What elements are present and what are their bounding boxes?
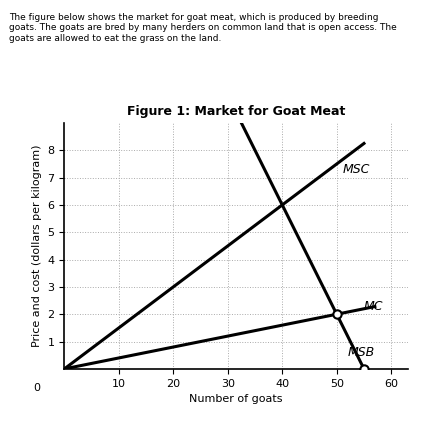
Text: 0: 0 [33, 383, 41, 393]
Y-axis label: Price and cost (dollars per kilogram): Price and cost (dollars per kilogram) [32, 145, 42, 347]
Text: The figure below shows the market for goat meat, which is produced by breeding
g: The figure below shows the market for go… [9, 13, 396, 42]
Text: MC: MC [364, 299, 384, 312]
Text: MSB: MSB [347, 346, 375, 359]
X-axis label: Number of goats: Number of goats [189, 394, 283, 404]
Text: MSC: MSC [342, 163, 369, 176]
Title: Figure 1: Market for Goat Meat: Figure 1: Market for Goat Meat [127, 105, 345, 117]
